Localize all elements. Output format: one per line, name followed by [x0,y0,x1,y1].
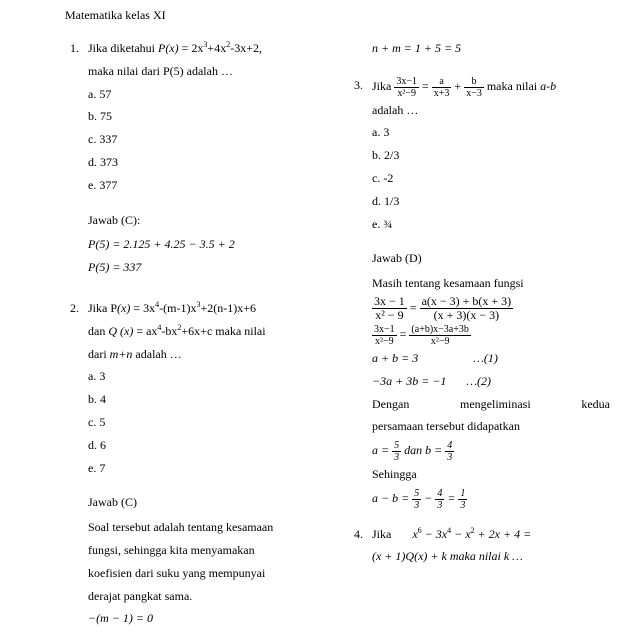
right-column: n + m = 1 + 5 = 5 3. Jika 3x−1x²−9 = ax+… [354,37,610,640]
answer-line: P(5) = 337 [88,256,326,279]
fraction: bx−3 [464,76,484,99]
answer-line: P(5) = 2.125 + 4.25 − 3.5 + 2 [88,233,326,256]
problem-3: 3. Jika 3x−1x²−9 = ax+3 + bx−3 maka nila… [354,74,610,511]
text: +2(n-1)x+6 [200,301,256,315]
problem-4: 4. Jika x6 − 3x4 − x2 + 2x + 4 = (x + 1)… [354,523,610,569]
option-a: a. 57 [88,83,326,106]
text: maka nilai [487,79,540,93]
answer-3: Jawab (D) Masih tentang kesamaan fungsi … [354,247,610,510]
document-title: Matematika kelas XI [65,8,610,23]
explain: persamaan tersebut didapatkan [372,415,610,438]
equation: a − b = 53 − 43 = 13 [372,486,610,511]
equation: a + b = 3…(1) [372,347,610,370]
problem-number: 2. [70,297,79,320]
options: a. 3 b. 4 c. 5 d. 6 e. 7 [70,365,326,479]
equation: n + m = 1 + 5 = 5 [372,37,610,60]
explain: Soal tersebut adalah tentang kesamaan [88,516,326,539]
option-c: c. 337 [88,128,326,151]
answer-label: Jawab (D) [372,247,610,270]
options: a. 57 b. 75 c. 337 d. 373 e. 377 [70,83,326,197]
equation: 3x − 1x² − 9 = a(x − 3) + b(x + 3)(x + 3… [372,295,610,322]
option-d: d. 6 [88,434,326,457]
text: +6x+c [181,324,212,338]
option-a: a. 3 [372,121,610,144]
problem-number: 3. [354,74,363,97]
text: m+n [110,347,133,361]
answer-label: Jawab (C): [88,209,326,232]
text: dari [88,347,110,361]
option-e: e. 377 [88,174,326,197]
option-d: d. 1/3 [372,190,610,213]
problem-1: 1. Jika diketahui P(x) = 2x3+4x2-3x+2, m… [70,37,326,279]
text: Jika P [88,301,117,315]
content-columns: 1. Jika diketahui P(x) = 2x3+4x2-3x+2, m… [70,37,610,640]
answer-label: Jawab (C) [88,491,326,514]
carry-over: n + m = 1 + 5 = 5 [354,37,610,60]
option-a: a. 3 [88,365,326,388]
explain: Denganmengeliminasikedua [372,393,610,416]
option-b: b. 75 [88,105,326,128]
answer-1: Jawab (C): P(5) = 2.125 + 4.25 − 3.5 + 2… [70,209,326,279]
text: +4x [207,41,226,55]
text: = ax [133,324,157,338]
text: − 3x [422,527,447,541]
option-c: c. 5 [88,411,326,434]
text: adalah … [372,99,610,122]
fraction: ax+3 [432,76,452,99]
explain: fungsi, sehingga kita menyamakan [88,539,326,562]
explain: koefisien dari suku yang mempunyai [88,562,326,585]
option-b: b. 4 [88,388,326,411]
answer-2: Jawab (C) Soal tersebut adalah tentang k… [70,491,326,630]
text: maka nilai [212,324,265,338]
text: + 2x + 4 = [475,527,532,541]
text: Q (x) [108,324,133,338]
text: Sehingga [372,463,610,486]
text: Jika diketahui [88,41,158,55]
left-column: 1. Jika diketahui P(x) = 2x3+4x2-3x+2, m… [70,37,326,640]
text: -bx [161,324,177,338]
text: maka nilai dari P(5) adalah … [88,60,326,83]
problem-number: 4. [354,523,363,546]
text: -3x+2, [230,41,262,55]
option-c: c. -2 [372,167,610,190]
text: dan [88,324,108,338]
text: adalah … [132,347,181,361]
text: = 2x [179,41,204,55]
text: = 3x [130,301,155,315]
option-b: b. 2/3 [372,144,610,167]
text: (x) [117,301,130,315]
text: Jika [372,79,394,93]
text: -(m-1)x [159,301,196,315]
option-e: e. 7 [88,457,326,480]
text: = [422,79,432,93]
text: Jika [372,527,391,541]
text: (x + 1)Q(x) + k maka nilai k … [372,545,610,568]
poly: P(x) [158,41,179,55]
fraction: 3x−1x²−9 [394,76,419,99]
options: a. 3 b. 2/3 c. -2 d. 1/3 e. ¾ [354,121,610,235]
text: + [454,79,464,93]
problem-number: 1. [70,37,79,60]
explain: derajat pangkat sama. [88,585,326,608]
text: − x [451,527,470,541]
equation: a = 53 dan b = 43 [372,438,610,463]
equation: 3x−1x²−9 = (a+b)x−3a+3bx²−9 [372,322,610,347]
equation: −(m − 1) = 0 [88,607,326,630]
equation: −3a + 3b = −1…(2) [372,370,610,393]
option-d: d. 373 [88,151,326,174]
text: a-b [540,79,556,93]
option-e: e. ¾ [372,213,610,236]
problem-2: 2. Jika P(x) = 3x4-(m-1)x3+2(n-1)x+6 dan… [70,297,326,630]
explain: Masih tentang kesamaan fungsi [372,272,610,295]
